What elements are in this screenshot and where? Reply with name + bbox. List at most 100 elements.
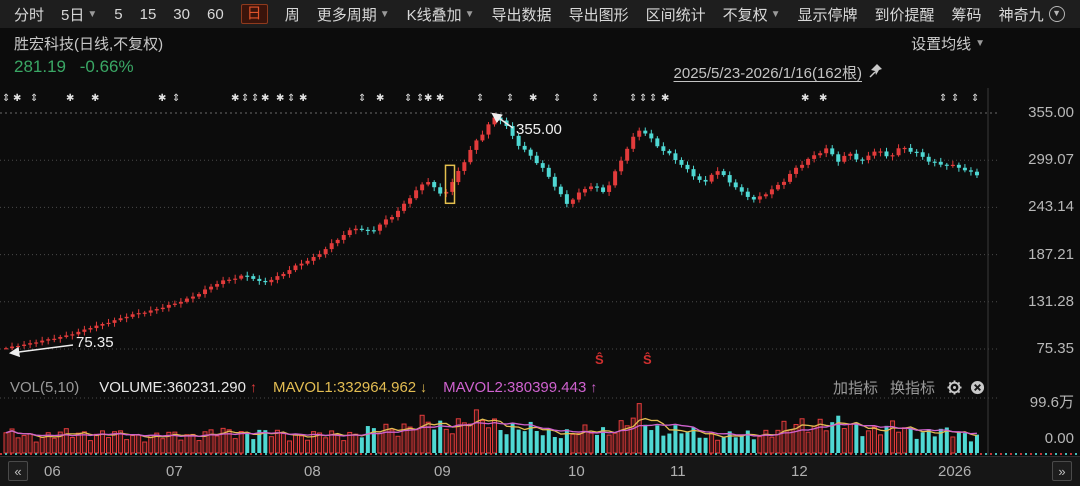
toolbar-item-7[interactable]: 周 <box>285 4 300 25</box>
updown-arrow-marker-icon: ⇕ <box>2 93 11 104</box>
month-label-07: 07 <box>166 463 183 480</box>
updown-arrow-marker-icon: ⇕ <box>358 93 367 104</box>
toolbar-item-3[interactable]: 15 <box>140 6 157 23</box>
chevron-down-icon: ▼ <box>975 38 985 49</box>
toolbar-item-label: 导出图形 <box>568 6 629 24</box>
updown-arrow-marker-icon: ⇕ <box>404 93 413 104</box>
mavol1-direction-icon: ↓ <box>420 379 428 395</box>
time-axis: « 06 07 08 09 10 11 12 2026 » <box>0 456 1080 486</box>
toolbar-item-label: 15 <box>139 5 157 23</box>
ma-settings-button[interactable]: 设置均线 ▼ <box>911 36 985 53</box>
star-marker-icon: ✱ <box>529 93 538 104</box>
toolbar-item-label: 区间统计 <box>645 6 706 24</box>
last-price: 281.19 <box>14 57 66 76</box>
date-range-link[interactable]: 2025/5/23-2026/1/16(162根) <box>673 65 862 82</box>
toolbar-item-14[interactable]: 显示停牌 <box>798 4 858 25</box>
month-label-2026: 2026 <box>938 463 972 480</box>
toolbar-item-0[interactable]: 分时 <box>14 4 44 25</box>
pin-icon[interactable] <box>868 62 884 83</box>
updown-arrow-marker-icon: ⇕ <box>649 93 658 104</box>
mavol2-value: MAVOL2:380399.443 <box>443 378 587 396</box>
toolbar-item-label: 5日 <box>61 6 85 24</box>
toolbar-item-5[interactable]: 60 <box>207 6 224 23</box>
toolbar-item-6[interactable]: 日 <box>240 4 268 24</box>
scroll-right-button[interactable]: » <box>1052 461 1072 481</box>
chevron-down-icon: ▼ <box>379 8 390 20</box>
price-change: -0.66% <box>79 57 134 76</box>
mavol2-direction-icon: ↑ <box>590 379 598 395</box>
sell-signal-icon: Ŝ <box>643 352 652 367</box>
star-marker-icon: ✱ <box>91 93 100 104</box>
chevron-down-icon: ▼ <box>87 8 98 20</box>
updown-arrow-marker-icon: ⇕ <box>591 93 600 104</box>
toolbar-item-label: 5 <box>114 5 123 23</box>
toolbar-item-2[interactable]: 5 <box>114 6 122 23</box>
volume-direction-icon: ↑ <box>249 379 257 395</box>
toolbar-item-8[interactable]: 更多周期 ▼ <box>317 4 390 25</box>
month-label-08: 08 <box>304 463 321 480</box>
updown-arrow-marker-icon: ⇕ <box>476 93 485 104</box>
toolbar-item-11[interactable]: 导出图形 <box>569 4 629 25</box>
toolbar-item-label: 神奇九 <box>998 6 1044 24</box>
price-axis-label: 243.14 <box>1028 198 1074 216</box>
toolbar-item-label: 周 <box>284 6 300 24</box>
toolbar-item-1[interactable]: 5日 ▼ <box>61 4 97 25</box>
star-marker-icon: ✱ <box>376 93 385 104</box>
toolbar-item-label: 更多周期 <box>316 6 377 24</box>
close-indicator-icon[interactable] <box>970 380 985 395</box>
volume-indicator-header: VOL(5,10) VOLUME:360231.290 ↑ MAVOL1:332… <box>0 377 1080 397</box>
month-label-10: 10 <box>568 463 585 480</box>
star-marker-icon: ✱ <box>66 93 75 104</box>
toolbar-item-13[interactable]: 不复权 ▼ <box>723 4 781 25</box>
add-indicator-button[interactable]: 加指标 <box>832 379 878 397</box>
toolbar-item-12[interactable]: 区间统计 <box>646 4 706 25</box>
star-marker-icon: ✱ <box>819 93 828 104</box>
toolbar-item-label: 60 <box>206 5 224 23</box>
circle-chevron-icon: ▼ <box>1048 6 1065 22</box>
volume-axis-min: 0.00 <box>1044 430 1074 447</box>
updown-arrow-marker-icon: ⇕ <box>939 93 948 104</box>
updown-arrow-marker-icon: ⇕ <box>241 93 250 104</box>
star-marker-icon: ✱ <box>436 93 445 104</box>
top-toolbar: 分时 5日 ▼ 5 15 30 60 日周更多周期 ▼ K线叠加 ▼ 导出数据 导出图形 区间统计 不复权 ▼… <box>0 0 1080 28</box>
star-marker-icon: ✱ <box>261 93 270 104</box>
star-marker-icon: ✱ <box>299 93 308 104</box>
price-axis-label: 299.07 <box>1028 151 1074 169</box>
toolbar-item-17[interactable]: 神奇九 ▼ <box>999 4 1065 25</box>
toolbar-item-label: 30 <box>173 5 190 23</box>
price-axis-label: 131.28 <box>1028 292 1074 310</box>
scroll-left-button[interactable]: « <box>8 461 28 481</box>
month-label-12: 12 <box>791 463 808 480</box>
toolbar-item-4[interactable]: 30 <box>173 6 190 23</box>
toolbar-item-15[interactable]: 到价提醒 <box>875 4 935 25</box>
updown-arrow-marker-icon: ⇕ <box>506 93 515 104</box>
price-axis-label: 75.35 <box>1036 340 1074 357</box>
updown-arrow-marker-icon: ⇕ <box>251 93 260 104</box>
indicator-settings-gear-icon[interactable] <box>947 379 962 395</box>
updown-arrow-marker-icon: ⇕ <box>416 93 425 104</box>
toolbar-item-label: 到价提醒 <box>874 6 935 24</box>
updown-arrow-marker-icon: ⇕ <box>951 93 960 104</box>
toolbar-item-10[interactable]: 导出数据 <box>492 4 552 25</box>
updown-arrow-marker-icon: ⇕ <box>172 93 181 104</box>
switch-indicator-button[interactable]: 换指标 <box>889 379 935 397</box>
toolbar-item-label: K线叠加 <box>406 6 462 24</box>
toolbar-item-label: 筹码 <box>951 6 982 24</box>
sell-signal-icon: Ŝ <box>595 352 604 367</box>
volume-value: VOLUME:360231.290 <box>99 378 246 396</box>
toolbar-item-label: 分时 <box>14 6 45 24</box>
toolbar-item-9[interactable]: K线叠加 ▼ <box>407 4 475 25</box>
vol-indicator-label[interactable]: VOL(5,10) <box>10 378 80 396</box>
updown-arrow-marker-icon: ⇕ <box>639 93 648 104</box>
updown-arrow-marker-icon: ⇕ <box>629 93 638 104</box>
star-marker-icon: ✱ <box>661 93 670 104</box>
star-marker-icon: ✱ <box>13 93 22 104</box>
toolbar-item-16[interactable]: 筹码 <box>952 4 982 25</box>
month-label-11: 11 <box>670 463 686 480</box>
updown-arrow-marker-icon: ⇕ <box>553 93 562 104</box>
toolbar-item-label: 显示停牌 <box>797 6 858 24</box>
toolbar-item-label: 导出数据 <box>491 6 552 24</box>
updown-arrow-marker-icon: ⇕ <box>287 93 296 104</box>
